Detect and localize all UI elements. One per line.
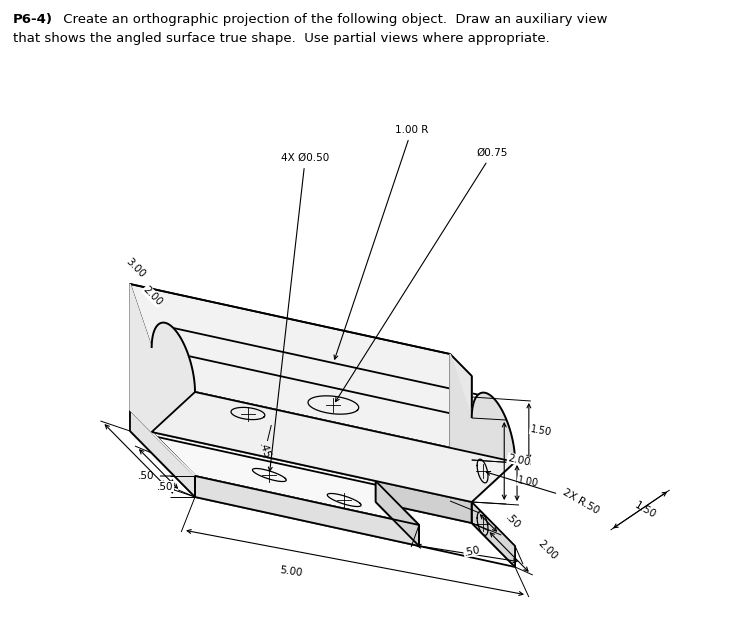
Text: 2.00: 2.00 xyxy=(141,285,164,308)
Text: P6-4): P6-4) xyxy=(13,13,53,26)
Polygon shape xyxy=(376,481,471,523)
Polygon shape xyxy=(450,354,471,502)
Text: 5.00: 5.00 xyxy=(279,565,303,579)
Text: 1.00: 1.00 xyxy=(517,475,539,489)
Text: 2X R.50: 2X R.50 xyxy=(486,471,601,516)
Polygon shape xyxy=(151,392,515,502)
Polygon shape xyxy=(471,502,515,567)
Text: 1.50: 1.50 xyxy=(633,500,657,520)
Text: .50: .50 xyxy=(504,512,523,531)
Polygon shape xyxy=(450,354,515,502)
Text: 1.50: 1.50 xyxy=(529,423,552,437)
Polygon shape xyxy=(195,476,419,546)
Text: .50: .50 xyxy=(157,481,174,492)
Polygon shape xyxy=(130,410,195,497)
Text: Ø0.75: Ø0.75 xyxy=(336,148,508,401)
Text: 3.00: 3.00 xyxy=(124,256,148,280)
Text: 2.00: 2.00 xyxy=(507,452,532,468)
Text: .50: .50 xyxy=(463,545,481,558)
Polygon shape xyxy=(376,481,419,546)
Text: .50: .50 xyxy=(138,471,154,481)
Polygon shape xyxy=(130,284,450,480)
Text: that shows the angled surface true shape.  Use partial views where appropriate.: that shows the angled surface true shape… xyxy=(13,32,550,45)
Text: .45: .45 xyxy=(257,442,272,461)
Text: 2.00: 2.00 xyxy=(536,538,559,562)
Text: 1.00 R: 1.00 R xyxy=(334,125,428,359)
Polygon shape xyxy=(130,410,471,525)
Text: Create an orthographic projection of the following object.  Draw an auxiliary vi: Create an orthographic projection of the… xyxy=(59,13,608,26)
Polygon shape xyxy=(130,284,195,476)
Text: 4X Ø0.50: 4X Ø0.50 xyxy=(268,153,329,471)
